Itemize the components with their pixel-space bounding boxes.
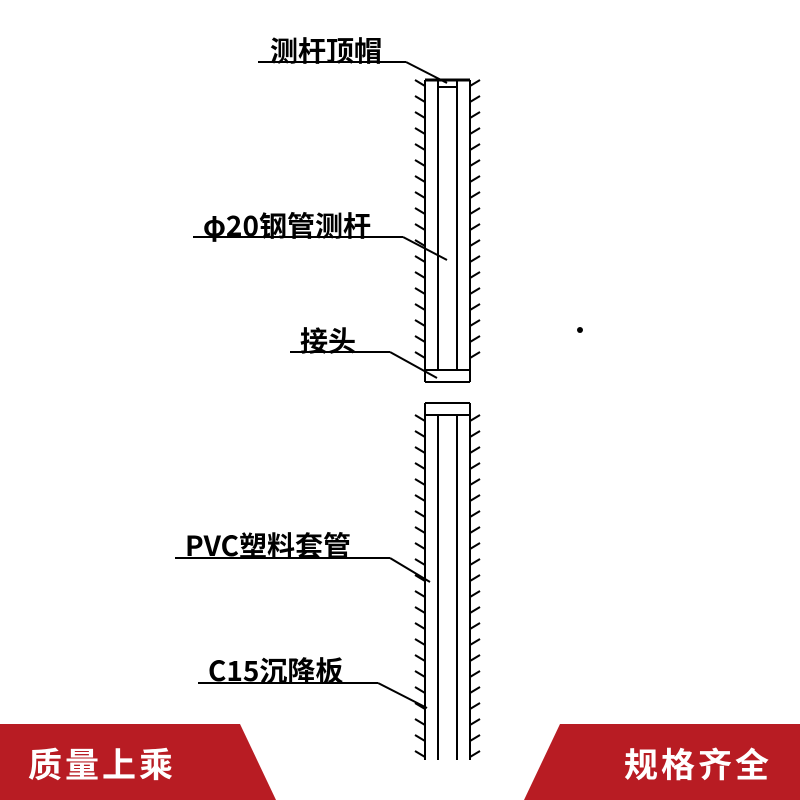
label-cap: 测杆顶帽	[270, 30, 382, 70]
diagram-canvas: 测杆顶帽 φ20钢管测杆接头 PVC塑料套管 C15沉降板	[0, 0, 800, 800]
label-pvc: PVC塑料套管	[185, 525, 351, 565]
banner-left: 质量上乘	[0, 724, 240, 800]
label-plate: C15沉降板	[208, 650, 343, 690]
label-joint: 接头	[300, 320, 356, 360]
banner-right: 规格齐全	[560, 724, 800, 800]
banner-right-text: 规格齐全	[624, 738, 772, 787]
banner-left-text: 质量上乘	[28, 738, 176, 787]
label-rod: φ20钢管测杆	[203, 205, 371, 245]
banner-notch-right	[524, 724, 560, 800]
banner-notch-left	[240, 724, 276, 800]
